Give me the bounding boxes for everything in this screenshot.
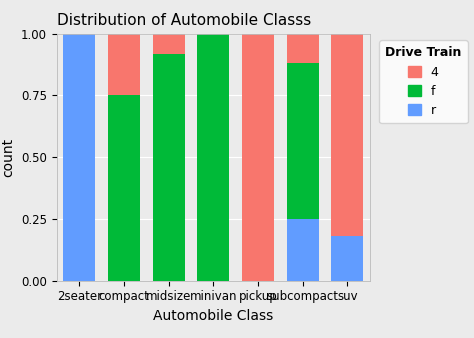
Bar xyxy=(287,64,319,219)
Bar xyxy=(242,34,274,281)
Bar xyxy=(331,236,364,281)
Bar xyxy=(108,96,140,281)
Bar xyxy=(63,34,95,281)
Bar xyxy=(108,34,140,96)
Y-axis label: count: count xyxy=(1,138,16,177)
X-axis label: Automobile Class: Automobile Class xyxy=(153,309,273,323)
Text: Distribution of Automobile Classs: Distribution of Automobile Classs xyxy=(57,14,311,28)
Bar xyxy=(153,34,185,53)
Bar xyxy=(287,219,319,281)
Bar xyxy=(197,34,229,281)
Bar xyxy=(287,34,319,64)
Bar xyxy=(331,34,364,236)
Bar xyxy=(153,53,185,281)
Legend: 4, f, r: 4, f, r xyxy=(379,40,468,123)
